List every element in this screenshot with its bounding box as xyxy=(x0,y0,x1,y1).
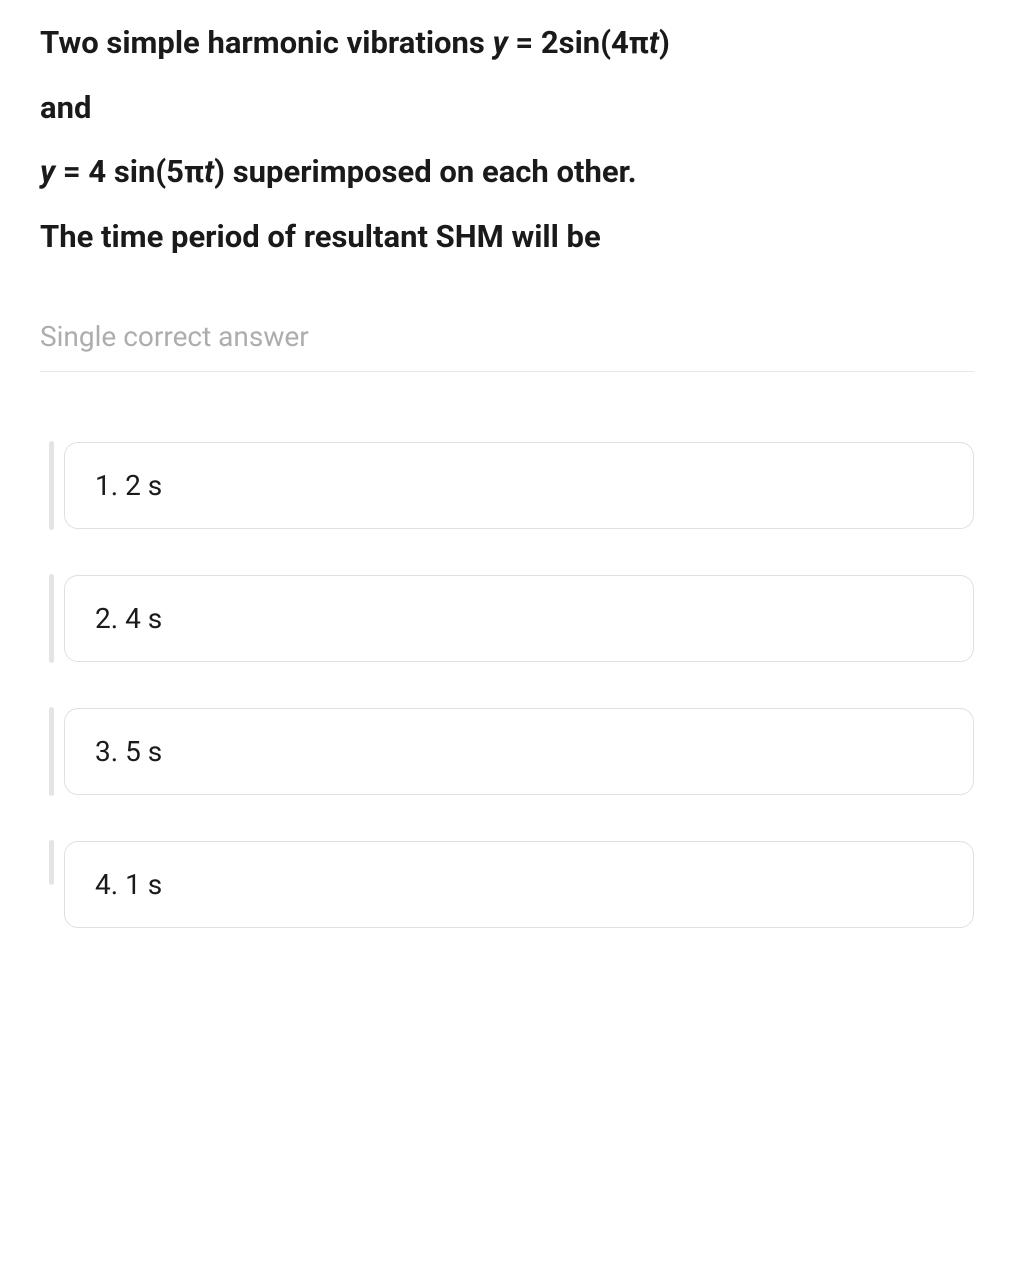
option-label: 2. 4 s xyxy=(95,602,162,635)
question-line-1: Two simple harmonic vibrations y = 2sin(… xyxy=(40,20,984,67)
question-block: Two simple harmonic vibrations y = 2sin(… xyxy=(40,20,984,260)
question-line-4: The time period of resultant SHM will be xyxy=(40,214,984,261)
question-line-2: and xyxy=(40,85,984,132)
divider xyxy=(40,371,974,372)
option-3[interactable]: 3. 5 s xyxy=(64,708,974,795)
qtext-post: ) xyxy=(659,24,670,61)
option-label: 1. 2 s xyxy=(95,469,162,502)
answer-type-label: Single correct answer xyxy=(40,320,984,353)
option-4[interactable]: 4. 1 s xyxy=(64,841,974,928)
option-label: 3. 5 s xyxy=(95,735,162,768)
option-1[interactable]: 1. 2 s xyxy=(64,442,974,529)
question-line-3: y = 4 sin(5πt) superimposed on each othe… xyxy=(40,149,984,196)
qvar-t: t xyxy=(649,24,659,61)
qtext-eq: = 2sin(4π xyxy=(508,24,649,61)
qvar-y: y xyxy=(493,24,508,61)
options-container: 1. 2 s 2. 4 s 3. 5 s 4. 1 s xyxy=(40,442,984,928)
option-2[interactable]: 2. 4 s xyxy=(64,575,974,662)
qvar-t2: t xyxy=(204,153,214,190)
qtext-eq2: = 4 sin(5π xyxy=(55,153,204,190)
qvar-y2: y xyxy=(40,153,55,190)
qtext-post2: ) superimposed on each other. xyxy=(214,153,636,190)
qtext-pre: Two simple harmonic vibrations xyxy=(40,24,493,61)
option-label: 4. 1 s xyxy=(95,868,162,901)
